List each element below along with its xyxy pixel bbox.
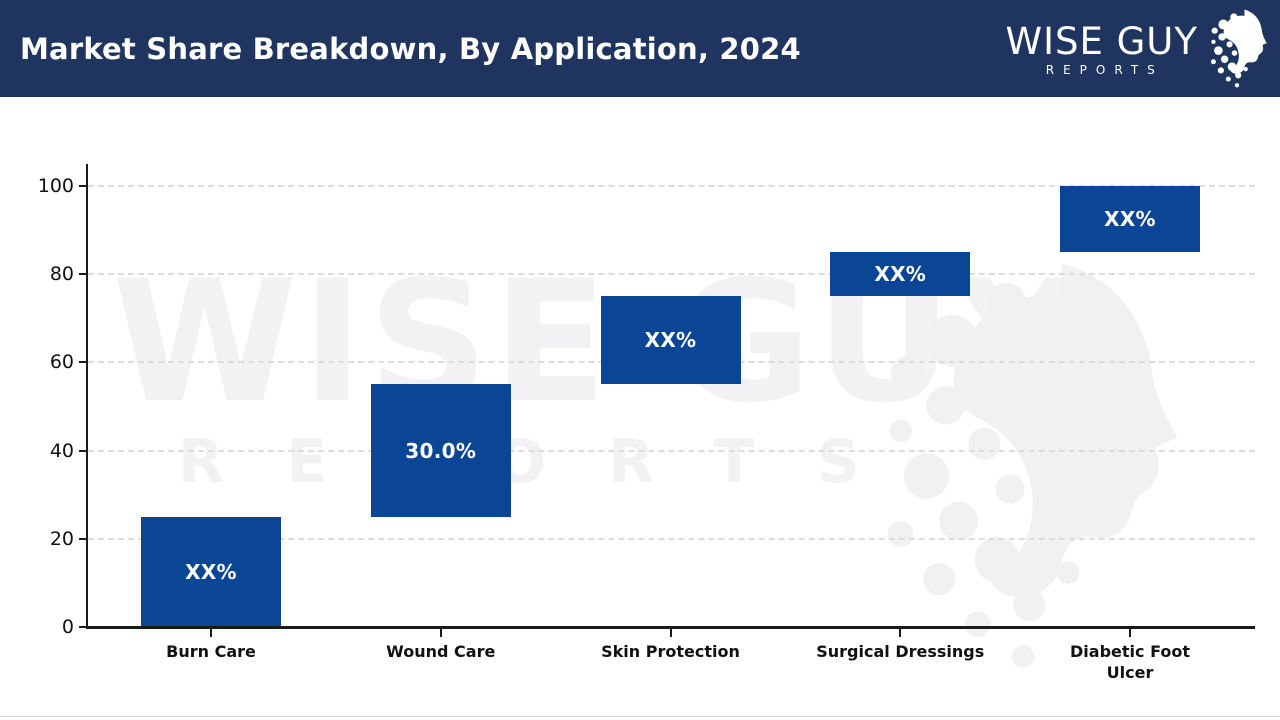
bar-value-label: XX% (874, 262, 927, 287)
brand-name: WISE GUY (1005, 19, 1198, 63)
y-tick-label: 40 (49, 439, 74, 462)
y-tick-label: 20 (49, 527, 74, 550)
x-axis-line (86, 626, 1255, 629)
bar-value-label: XX% (644, 328, 697, 353)
x-category-label-line: Wound Care (386, 642, 496, 661)
bar-segment: XX% (600, 296, 741, 385)
y-tick-label: 80 (49, 263, 74, 286)
x-tick-mark (899, 629, 902, 637)
wiseguy-head-icon (1206, 7, 1268, 91)
x-category-label-line: Ulcer (1106, 663, 1154, 682)
y-tick-mark (79, 185, 87, 187)
y-tick-mark (79, 537, 87, 540)
brand-logo-text: WISE GUY REPORTS (1006, 23, 1198, 76)
gridline (88, 185, 1255, 187)
x-category-label-line: Diabetic Foot (1070, 642, 1190, 661)
page-title: Market Share Breakdown, By Application, … (20, 31, 801, 66)
gridline (88, 537, 1255, 540)
gridline (88, 273, 1255, 276)
brand-subtitle: REPORTS (1045, 62, 1164, 77)
x-tick-mark (1129, 629, 1131, 637)
y-tick-mark (79, 361, 87, 364)
y-tick-mark (79, 449, 87, 452)
y-tick-label: 100 (37, 175, 74, 197)
x-category-label-line: Skin Protection (601, 642, 740, 661)
x-tick-mark (439, 629, 442, 637)
y-tick-mark (79, 626, 87, 628)
waterfall-chart: 0 20 40 60 80 100 XX% 30.0% XX% XX% XX% Burn Care Wo… (0, 97, 1280, 720)
brand-logo: WISE GUY REPORTS (1006, 7, 1268, 91)
x-tick-mark (210, 629, 212, 637)
y-tick-label: 60 (49, 351, 74, 374)
header-bar: Market Share Breakdown, By Application, … (0, 0, 1280, 97)
watermark-brand-subtext: REPORTS (178, 427, 922, 497)
bottom-divider (0, 716, 1280, 717)
gridline (88, 449, 1255, 452)
x-tick-mark (669, 629, 672, 637)
bar-segment: XX% (141, 516, 281, 627)
y-tick-label: 0 (61, 616, 74, 638)
bar-value-label: 30.0% (405, 438, 477, 463)
bar-segment: 30.0% (370, 384, 511, 517)
x-category-label-line: Surgical Dressings (816, 642, 985, 661)
x-category-label: Burn Care (101, 641, 321, 662)
y-axis-line (86, 164, 88, 629)
x-category-label: Diabetic Foot Ulcer (1020, 641, 1240, 683)
x-category-label-line: Burn Care (166, 642, 256, 661)
bar-value-label: XX% (185, 559, 237, 584)
y-tick-mark (79, 273, 87, 276)
x-category-label: Surgical Dressings (790, 641, 1010, 662)
bar-value-label: XX% (1104, 207, 1156, 232)
bar-segment: XX% (1060, 186, 1200, 253)
bar-segment: XX% (830, 252, 971, 297)
x-category-label: Wound Care (331, 641, 551, 662)
x-category-label: Skin Protection (561, 641, 781, 662)
